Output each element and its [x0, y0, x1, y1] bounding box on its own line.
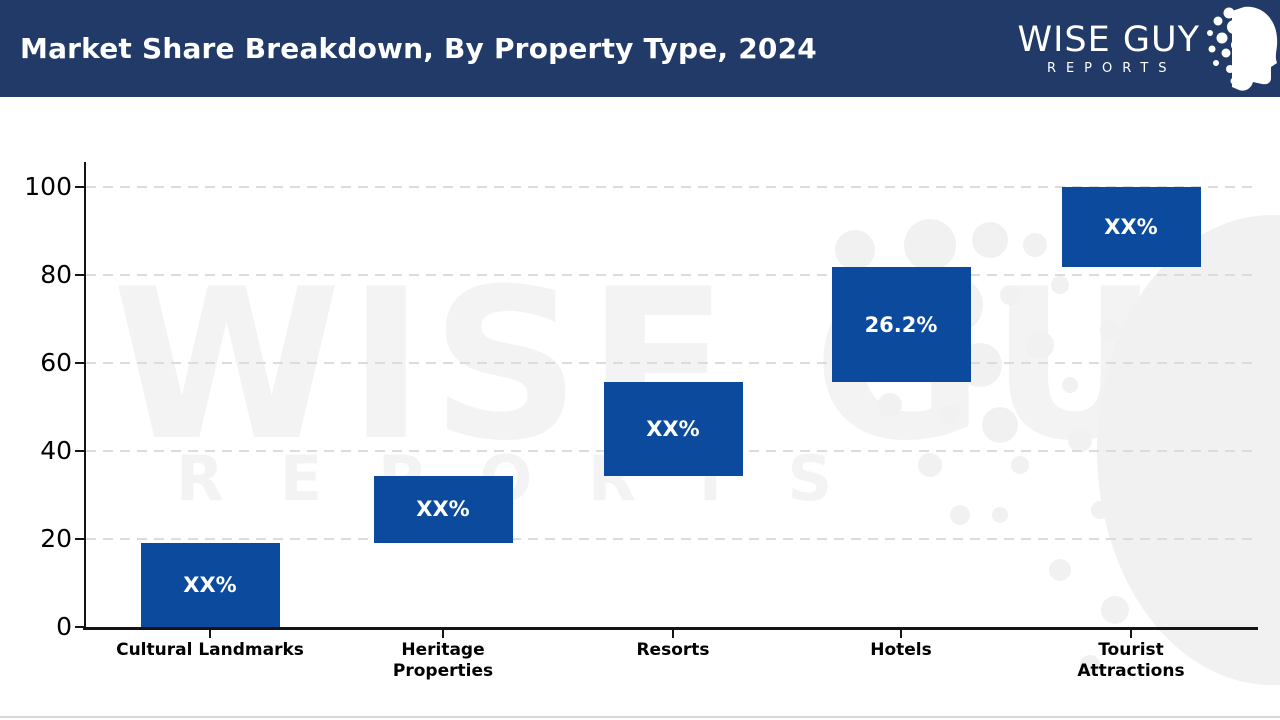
header-bar: Market Share Breakdown, By Property Type…: [0, 0, 1280, 97]
x-tick-mark: [672, 630, 674, 638]
y-tick-label: 20: [40, 524, 72, 553]
bar-segment: XX%: [373, 475, 513, 543]
y-tick-label: 60: [40, 348, 72, 377]
y-tick-label: 80: [40, 260, 72, 289]
y-tick-mark: [75, 274, 84, 276]
page-title: Market Share Breakdown, By Property Type…: [20, 32, 817, 65]
x-tick-mark: [209, 630, 211, 638]
wiseguy-face-icon: [1207, 6, 1278, 91]
category-label: Heritage Properties: [392, 640, 494, 682]
gridline: [86, 538, 1256, 540]
gridline: [86, 362, 1256, 364]
y-tick-mark: [75, 362, 84, 364]
gridline: [86, 186, 1256, 188]
category-label: Resorts: [636, 640, 710, 660]
y-axis-line: [84, 162, 86, 629]
bar-segment: XX%: [603, 382, 743, 476]
logo-wordmark: WISE GUY: [1017, 19, 1200, 60]
x-tick-mark: [1130, 630, 1132, 638]
x-tick-mark: [900, 630, 902, 638]
y-tick-mark: [75, 538, 84, 540]
y-tick-mark: [75, 450, 84, 452]
bar-segment: XX%: [140, 542, 280, 627]
x-tick-mark: [442, 630, 444, 638]
y-tick-mark: [75, 186, 84, 188]
x-axis-line: [83, 627, 1258, 630]
y-tick-label: 0: [56, 612, 72, 641]
bar-value-label: XX%: [1104, 215, 1158, 240]
category-label: Cultural Landmarks: [116, 640, 304, 660]
gridline: [86, 274, 1256, 276]
wiseguy-logo-text: WISE GUY REPORTS: [1017, 19, 1200, 76]
wiseguy-logo: WISE GUY REPORTS: [1017, 5, 1280, 93]
y-tick-label: 40: [40, 436, 72, 465]
y-tick-mark: [75, 626, 84, 628]
bar-value-label: XX%: [646, 416, 700, 441]
category-label: Hotels: [870, 640, 932, 660]
bar-value-label: 26.2%: [864, 312, 938, 337]
bar-value-label: XX%: [416, 497, 470, 522]
y-tick-label: 100: [24, 172, 72, 201]
logo-subtitle: REPORTS: [1046, 60, 1177, 76]
bar-value-label: XX%: [183, 572, 237, 597]
bar-segment: XX%: [1061, 187, 1201, 268]
category-label: Tourist Attractions: [1077, 640, 1185, 682]
bottom-border: [0, 716, 1280, 718]
bar-segment: 26.2%: [831, 267, 971, 383]
watermark-reports: REPORTS: [176, 442, 889, 515]
